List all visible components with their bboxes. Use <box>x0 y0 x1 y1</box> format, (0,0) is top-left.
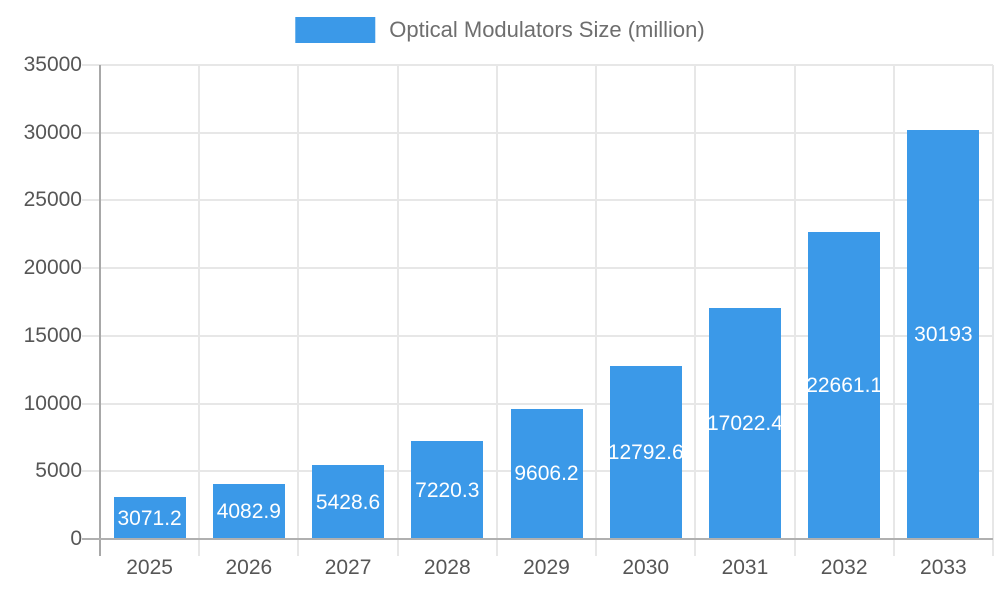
y-gridline <box>82 402 993 405</box>
chart-legend[interactable]: Optical Modulators Size (million) <box>295 17 705 43</box>
bar[interactable]: 22661.1 <box>808 232 881 539</box>
bar[interactable]: 30193 <box>907 130 980 539</box>
x-tick-label: 2032 <box>820 556 868 579</box>
y-gridline <box>82 267 993 270</box>
y-tick-label: 25000 <box>23 188 82 212</box>
bar-value-label: 9606.2 <box>514 462 579 486</box>
legend-swatch <box>295 17 376 43</box>
y-tick-label: 10000 <box>23 391 82 415</box>
bar[interactable]: 5428.6 <box>312 465 385 539</box>
y-axis-line <box>99 65 101 556</box>
x-gridline <box>892 65 895 556</box>
x-tick-label: 2028 <box>423 556 471 579</box>
y-gridline <box>82 334 993 337</box>
bar[interactable]: 9606.2 <box>510 408 583 539</box>
y-gridline <box>82 199 993 202</box>
chart-title: Optical Modulators Size (million) <box>389 17 705 42</box>
x-gridline <box>297 65 300 556</box>
x-gridline <box>793 65 796 556</box>
bar-value-label: 12792.6 <box>609 440 682 464</box>
bar-value-label: 4082.9 <box>216 499 281 523</box>
x-tick-label: 2033 <box>920 556 967 579</box>
x-tick-label: 2026 <box>225 556 273 579</box>
y-gridline <box>82 64 993 66</box>
x-gridline <box>198 65 201 556</box>
y-tick-label: 0 <box>70 527 82 550</box>
x-axis-line <box>82 538 993 540</box>
bar[interactable]: 4082.9 <box>212 483 285 539</box>
bar-value-label: 3071.2 <box>117 506 182 530</box>
y-tick-label: 20000 <box>23 256 82 280</box>
bar[interactable]: 12792.6 <box>609 365 682 539</box>
x-tick-label: 2031 <box>721 556 769 579</box>
x-tick-label: 2030 <box>622 556 670 579</box>
bar-value-label: 17022.4 <box>708 412 781 436</box>
x-tick-label: 2027 <box>324 556 372 579</box>
y-tick-label: 5000 <box>35 459 82 483</box>
y-tick-label: 30000 <box>23 120 82 144</box>
x-gridline <box>495 65 498 556</box>
bar-value-label: 5428.6 <box>315 490 381 514</box>
bar[interactable]: 7220.3 <box>411 441 484 539</box>
x-gridline <box>992 65 994 556</box>
y-gridline <box>82 131 993 134</box>
bar-value-label: 22661.1 <box>808 374 881 398</box>
x-gridline <box>595 65 598 556</box>
bar[interactable]: 3071.2 <box>113 497 186 539</box>
x-tick-label: 2029 <box>523 556 570 579</box>
y-tick-label: 15000 <box>23 323 82 347</box>
bar[interactable]: 17022.4 <box>708 308 781 539</box>
bar-value-label: 7220.3 <box>415 478 480 502</box>
x-tick-label: 2025 <box>126 556 173 579</box>
y-tick-label: 35000 <box>23 53 82 76</box>
x-gridline <box>694 65 697 556</box>
bar-value-label: 30193 <box>914 323 973 347</box>
x-gridline <box>396 65 399 556</box>
plot-area: 3071.2 4082.9 5428.6 7220.3 9606.2 12792.6 170… <box>82 64 994 556</box>
